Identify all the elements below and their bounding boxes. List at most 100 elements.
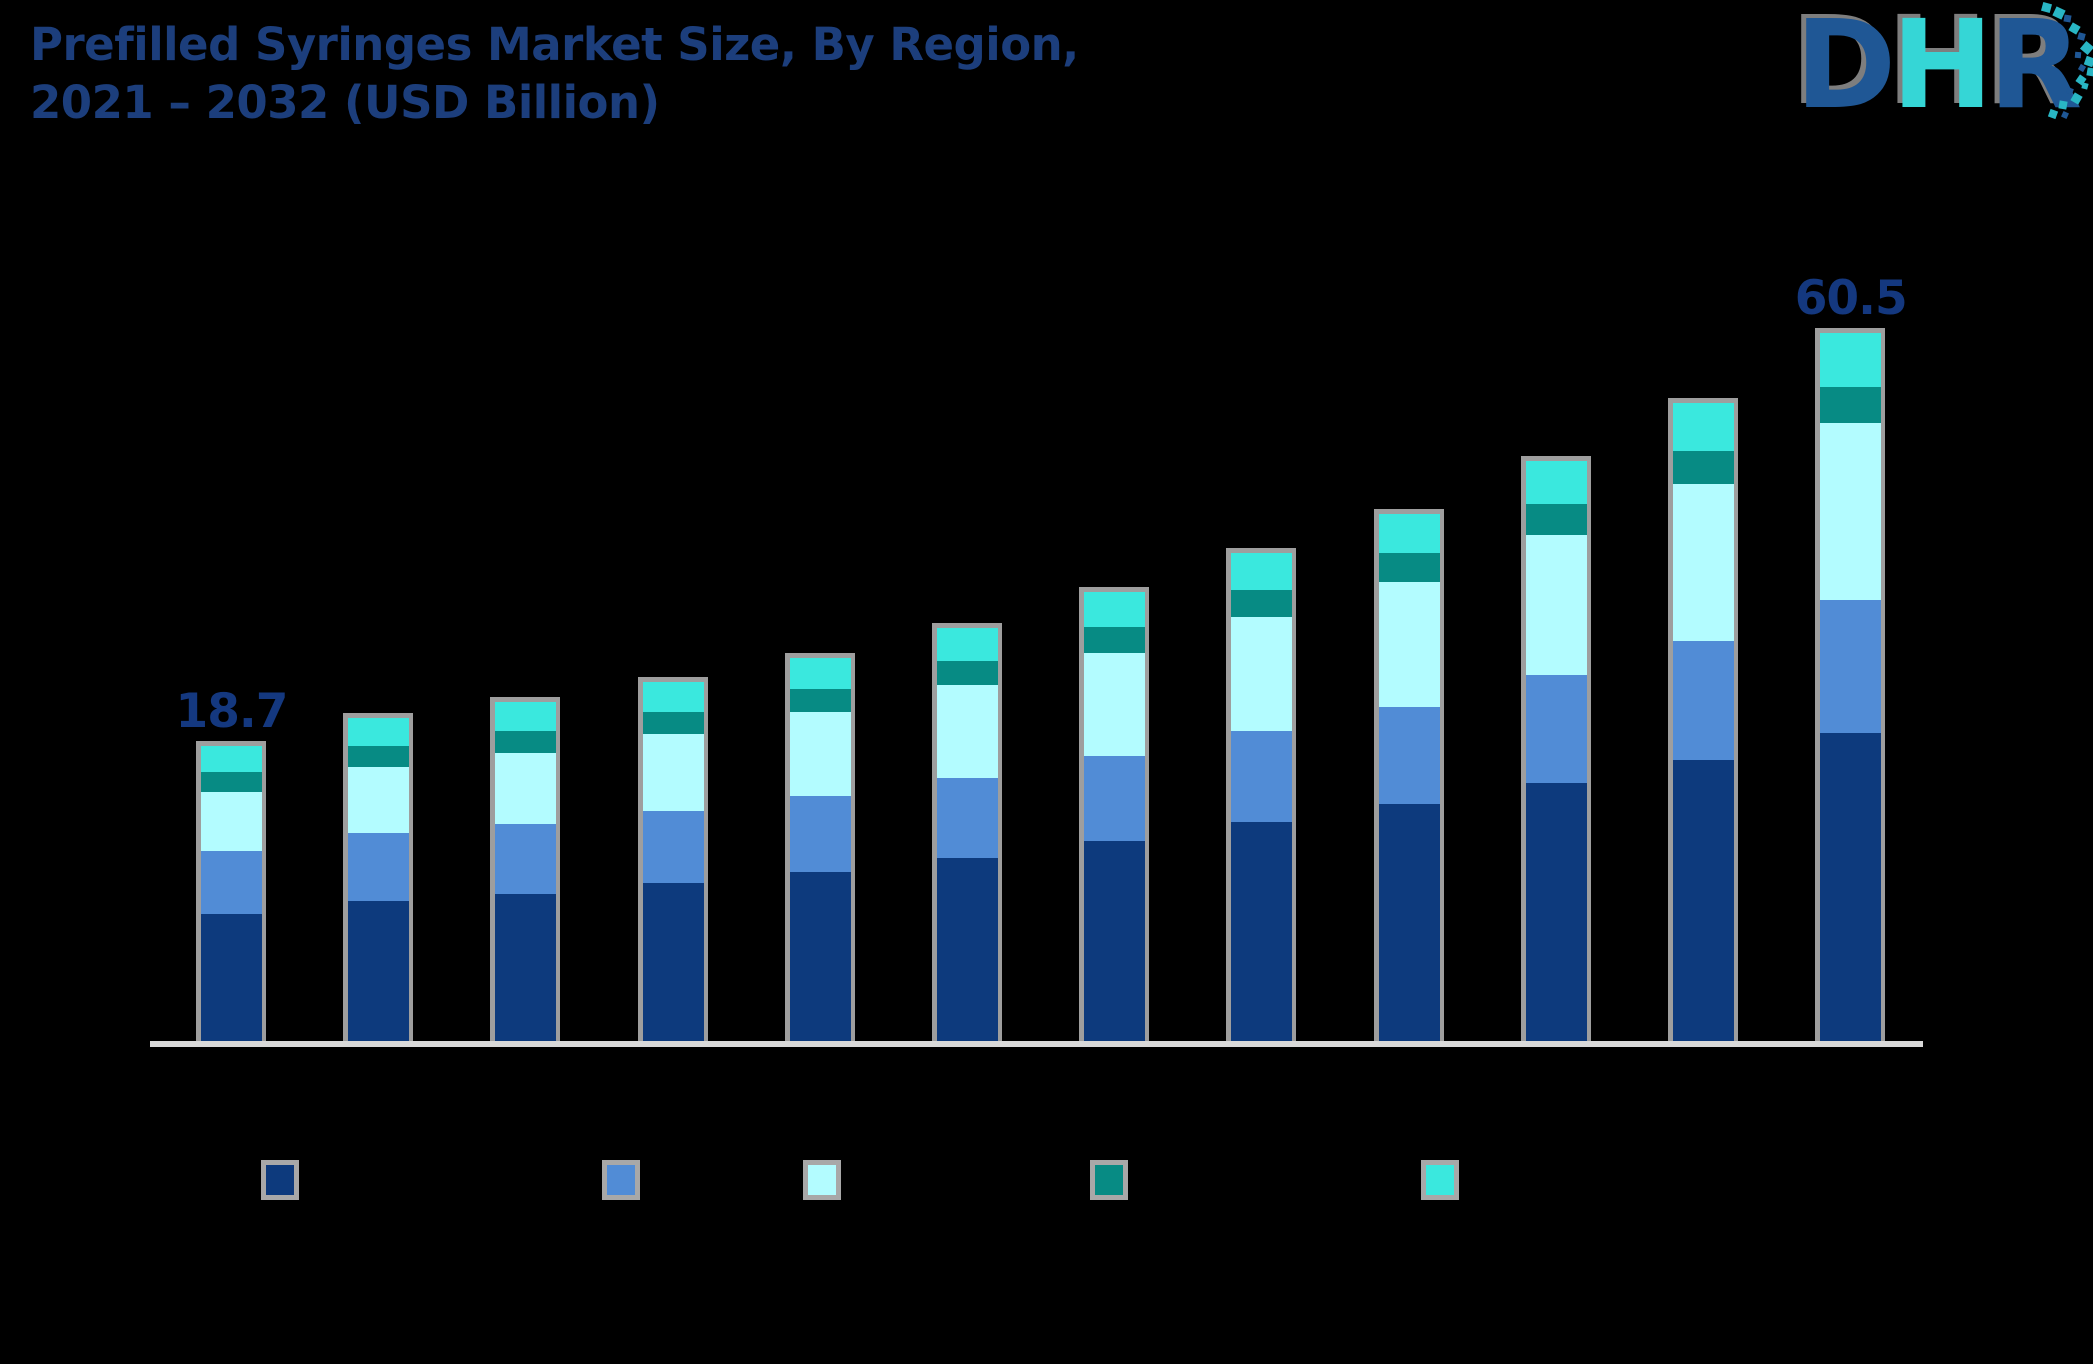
bar-segment-teal xyxy=(1378,553,1440,582)
bar-segment-teal xyxy=(789,689,851,712)
bar-segment-teal xyxy=(348,746,410,767)
bar-segment-turquoise xyxy=(642,682,704,712)
bar-segment-navy xyxy=(1084,841,1146,1041)
bar-segment-turquoise xyxy=(495,702,557,731)
bar-segment-blue xyxy=(1525,675,1587,783)
bar-segment-teal xyxy=(642,712,704,734)
bar-shadow xyxy=(637,677,708,1041)
legend-swatch-3 xyxy=(803,1160,841,1200)
bar-shadow xyxy=(1079,587,1150,1041)
bar-segment-navy xyxy=(1525,783,1587,1041)
value-label-2021: 18.7 xyxy=(175,684,289,739)
logo-letter-h: H xyxy=(1891,0,1993,136)
logo-dot xyxy=(2081,82,2089,90)
logo-dot xyxy=(2077,63,2087,73)
legend-swatch-2 xyxy=(602,1160,640,1200)
logo-dot xyxy=(2077,32,2086,41)
bar-stack-2032 xyxy=(1820,333,1882,1041)
bar-segment-turquoise xyxy=(1231,553,1293,590)
bar-segment-blue xyxy=(495,824,557,894)
bar-segment-turquoise xyxy=(1673,403,1734,451)
bar-shadow xyxy=(1815,328,1886,1041)
bar-shadow xyxy=(784,653,855,1041)
value-label-2032: 60.5 xyxy=(1794,271,1908,326)
bar-segment-navy xyxy=(789,872,851,1041)
bar-segment-teal xyxy=(1525,504,1587,535)
bar-segment-navy xyxy=(1673,760,1734,1041)
bar-segment-blue xyxy=(348,833,410,901)
bar-segment-navy xyxy=(1231,822,1293,1041)
bar-segment-navy xyxy=(1378,804,1440,1041)
bar-segment-teal xyxy=(495,731,557,753)
bar-stack-2023 xyxy=(495,702,557,1041)
bar-segment-pale xyxy=(1084,653,1146,756)
logo-dot xyxy=(2058,100,2068,110)
logo-dot xyxy=(2063,14,2072,23)
bar-stack-2025 xyxy=(789,658,851,1041)
bar-segment-teal xyxy=(1673,451,1734,484)
dhr-logo-letters: DHR xyxy=(1795,4,2082,126)
chart-title: Prefilled Syringes Market Size, By Regio… xyxy=(30,16,1079,132)
bar-segment-navy xyxy=(937,858,998,1041)
bar-segment-pale xyxy=(789,712,851,796)
logo-dot xyxy=(2086,67,2093,77)
bar-segment-blue xyxy=(1231,731,1293,822)
logo-dot xyxy=(2079,40,2093,56)
bar-segment-navy xyxy=(1820,733,1882,1041)
bar-shadow xyxy=(1520,456,1591,1041)
bar-segment-pale xyxy=(1525,535,1587,675)
bar-shadow xyxy=(490,697,561,1041)
bar-segment-pale xyxy=(495,753,557,824)
bar-shadow xyxy=(1226,548,1297,1041)
bar-segment-teal xyxy=(1084,627,1146,653)
bar-segment-pale xyxy=(348,767,410,833)
bar-segment-turquoise xyxy=(1820,333,1882,387)
bar-stack-2021 xyxy=(201,746,262,1041)
bar-segment-blue xyxy=(1084,756,1146,841)
bar-shadow xyxy=(343,713,414,1041)
legend-swatch-5 xyxy=(1421,1160,1459,1200)
bar-segment-teal xyxy=(937,661,998,685)
chart-title-line2: 2021 – 2032 (USD Billion) xyxy=(30,76,660,129)
bar-segment-blue xyxy=(1673,641,1734,760)
bar-stack-2030 xyxy=(1525,461,1587,1041)
bar-segment-blue xyxy=(789,796,851,872)
dhr-logo: DHR xyxy=(1788,0,2093,140)
bar-segment-teal xyxy=(1231,590,1293,617)
bar-shadow xyxy=(932,623,1002,1041)
bar-stack-2028 xyxy=(1231,553,1293,1041)
bar-shadow xyxy=(196,741,266,1041)
bar-segment-turquoise xyxy=(1525,461,1587,504)
bar-stack-2031 xyxy=(1673,403,1734,1041)
legend-swatch-4 xyxy=(1090,1160,1128,1200)
bar-segment-turquoise xyxy=(937,628,998,661)
bar-segment-turquoise xyxy=(1378,514,1440,553)
bar-stack-2027 xyxy=(1084,592,1146,1041)
bar-segment-blue xyxy=(1820,600,1882,733)
bar-shadow xyxy=(1668,398,1738,1041)
legend-swatch-1 xyxy=(261,1160,299,1200)
bar-segment-navy xyxy=(348,901,410,1041)
x-axis-line xyxy=(150,1041,1923,1047)
bar-segment-turquoise xyxy=(1084,592,1146,627)
bar-stack-2024 xyxy=(642,682,704,1041)
bar-segment-teal xyxy=(201,772,262,792)
bar-segment-pale xyxy=(642,734,704,811)
bar-segment-blue xyxy=(937,778,998,858)
bar-segment-pale xyxy=(201,792,262,851)
bar-segment-navy xyxy=(495,894,557,1041)
logo-dot xyxy=(2074,51,2082,59)
bar-segment-blue xyxy=(642,811,704,883)
bar-segment-navy xyxy=(201,914,262,1041)
bar-segment-turquoise xyxy=(789,658,851,689)
bar-segment-teal xyxy=(1820,387,1882,423)
bar-segment-navy xyxy=(642,883,704,1041)
bar-segment-pale xyxy=(1378,582,1440,707)
bar-stack-2029 xyxy=(1378,514,1440,1041)
bar-stack-2026 xyxy=(937,628,998,1041)
bar-segment-pale xyxy=(1673,484,1734,641)
chart-title-line1: Prefilled Syringes Market Size, By Regio… xyxy=(30,18,1079,71)
logo-letter-d: D xyxy=(1795,0,1896,136)
